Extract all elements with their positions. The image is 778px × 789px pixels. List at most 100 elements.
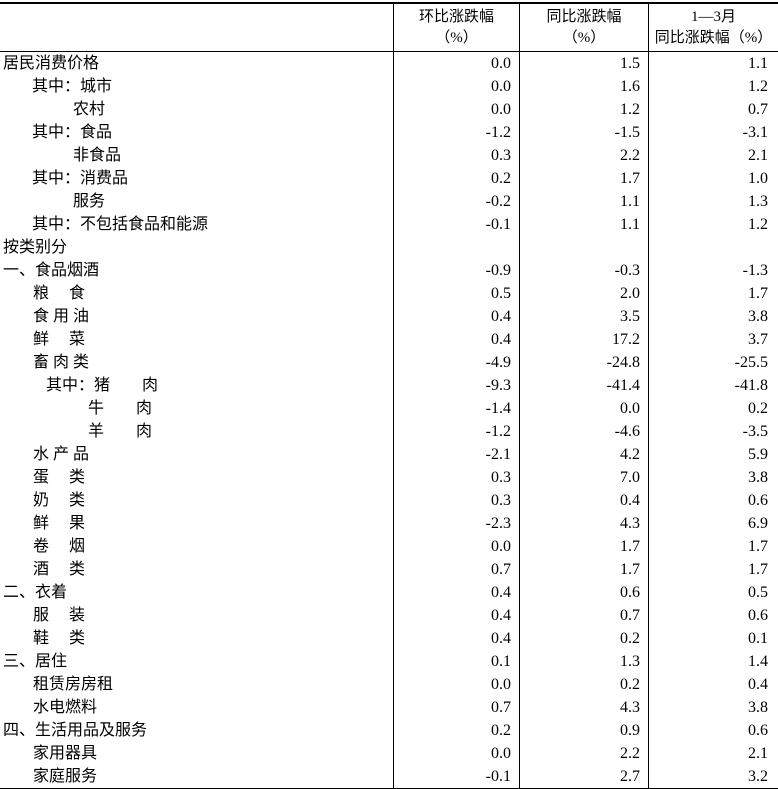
table-row: 非食品 0.3 2.2 2.1 <box>0 144 778 167</box>
table-row: 其中：城市 0.0 1.6 1.2 <box>0 75 778 98</box>
table-row: 四、生活用品及服务 0.2 0.9 0.6 <box>0 719 778 742</box>
mom-value: 0.7 <box>393 696 519 719</box>
column-header-ytd-line1: 1—3月 <box>690 8 736 25</box>
row-label: 服 装 <box>33 607 86 624</box>
ytd-value: 1.7 <box>648 282 778 305</box>
ytd-value: -41.8 <box>648 374 778 397</box>
row-label: 农村 <box>73 101 106 118</box>
row-label: 水电燃料 <box>33 699 98 716</box>
row-label: 居民消费价格 <box>3 55 100 72</box>
yoy-value: 1.1 <box>519 213 648 236</box>
ytd-value: 1.1 <box>648 52 778 75</box>
table-row: 畜 肉 类 -4.9 -24.8 -25.5 <box>0 351 778 374</box>
row-label: 租赁房房租 <box>33 676 114 693</box>
mom-value: 0.4 <box>393 328 519 351</box>
mom-value: -1.4 <box>393 397 519 420</box>
row-label: 四、生活用品及服务 <box>3 722 148 739</box>
table-row: 服务 -0.2 1.1 1.3 <box>0 190 778 213</box>
yoy-value: 1.6 <box>519 75 648 98</box>
row-label: 蛋 类 <box>33 469 86 486</box>
yoy-value: 7.0 <box>519 466 648 489</box>
yoy-value: 0.9 <box>519 719 648 742</box>
ytd-value: 3.7 <box>648 328 778 351</box>
mom-value: 0.4 <box>393 305 519 328</box>
column-header-yoy-change: 同比涨跌幅 （%） <box>519 4 648 51</box>
column-header-yoy-line2: （%） <box>562 29 606 46</box>
mom-value: 0.3 <box>393 489 519 512</box>
table-row: 水电燃料 0.7 4.3 3.8 <box>0 696 778 719</box>
yoy-value: -0.3 <box>519 259 648 282</box>
table-row: 牛 肉 -1.4 0.0 0.2 <box>0 397 778 420</box>
table-row: 居民消费价格 0.0 1.5 1.1 <box>0 52 778 75</box>
mom-value: 0.4 <box>393 627 519 650</box>
mom-value: 0.0 <box>393 75 519 98</box>
mom-value: -0.1 <box>393 213 519 236</box>
mom-value: 0.3 <box>393 144 519 167</box>
ytd-value: 3.8 <box>648 696 778 719</box>
table-row: 租赁房房租 0.0 0.2 0.4 <box>0 673 778 696</box>
table-row: 粮 食 0.5 2.0 1.7 <box>0 282 778 305</box>
table-row: 其中：猪 肉 -9.3 -41.4 -41.8 <box>0 374 778 397</box>
ytd-value: 1.2 <box>648 213 778 236</box>
ytd-value: 0.6 <box>648 604 778 627</box>
yoy-value: 4.3 <box>519 696 648 719</box>
column-header-yoy-line1: 同比涨跌幅 <box>546 8 622 25</box>
row-label: 粮 食 <box>33 285 86 302</box>
table-row: 卷 烟 0.0 1.7 1.7 <box>0 535 778 558</box>
table-body: 居民消费价格 0.0 1.5 1.1 其中：城市 0.0 1.6 1.2 农村 0.0 1.2 0.7… <box>0 52 778 789</box>
table-row: 鞋 类 0.4 0.2 0.1 <box>0 627 778 650</box>
mom-value: 0.5 <box>393 282 519 305</box>
yoy-value: -4.6 <box>519 420 648 443</box>
row-label: 其中：猪 肉 <box>46 377 159 394</box>
yoy-value: 0.2 <box>519 673 648 696</box>
ytd-value: 0.5 <box>648 581 778 604</box>
ytd-value: 0.2 <box>648 397 778 420</box>
yoy-value: 0.0 <box>519 397 648 420</box>
row-label: 其中：不包括食品和能源 <box>32 216 209 233</box>
table-row: 奶 类 0.3 0.4 0.6 <box>0 489 778 512</box>
column-header-mom-line2: （%） <box>435 29 478 46</box>
mom-value: -0.1 <box>393 765 519 788</box>
yoy-value: 2.7 <box>519 765 648 788</box>
yoy-value: 2.2 <box>519 144 648 167</box>
mom-value: -9.3 <box>393 374 519 397</box>
table-row: 酒 类 0.7 1.7 1.7 <box>0 558 778 581</box>
ytd-value: 3.8 <box>648 466 778 489</box>
mom-value: 0.0 <box>393 535 519 558</box>
row-label: 服务 <box>73 193 106 210</box>
row-label: 其中：城市 <box>32 78 113 95</box>
table-row: 二、衣着 0.4 0.6 0.5 <box>0 581 778 604</box>
row-label: 鲜 菜 <box>33 331 86 348</box>
mom-value: -0.9 <box>393 259 519 282</box>
table-row: 其中：不包括食品和能源 -0.1 1.1 1.2 <box>0 213 778 236</box>
table-row: 鲜 果 -2.3 4.3 6.9 <box>0 512 778 535</box>
ytd-value: 6.9 <box>648 512 778 535</box>
yoy-value: 0.4 <box>519 489 648 512</box>
ytd-value: -3.5 <box>648 420 778 443</box>
ytd-value: 0.6 <box>648 719 778 742</box>
table-row: 一、食品烟酒 -0.9 -0.3 -1.3 <box>0 259 778 282</box>
column-header-category <box>0 4 393 51</box>
table-row: 水 产 品 -2.1 4.2 5.9 <box>0 443 778 466</box>
mom-value: 0.7 <box>393 558 519 581</box>
yoy-value: 3.5 <box>519 305 648 328</box>
yoy-value: 1.5 <box>519 52 648 75</box>
yoy-value: 2.2 <box>519 742 648 765</box>
mom-value: -2.1 <box>393 443 519 466</box>
table-row: 其中：食品 -1.2 -1.5 -3.1 <box>0 121 778 144</box>
table-row: 其中：消费品 0.2 1.7 1.0 <box>0 167 778 190</box>
yoy-value: -1.5 <box>519 121 648 144</box>
yoy-value: 1.7 <box>519 558 648 581</box>
mom-value: -0.2 <box>393 190 519 213</box>
ytd-value: 1.2 <box>648 75 778 98</box>
row-label: 畜 肉 类 <box>33 354 90 371</box>
mom-value: 0.0 <box>393 742 519 765</box>
ytd-value: 0.7 <box>648 98 778 121</box>
row-label: 羊 肉 <box>88 423 153 440</box>
ytd-value: 1.4 <box>648 650 778 673</box>
yoy-value: 4.2 <box>519 443 648 466</box>
column-header-ytd-yoy-change: 1—3月 同比涨跌幅（%） <box>648 4 778 51</box>
row-label: 食 用 油 <box>33 308 90 325</box>
table-row: 鲜 菜 0.4 17.2 3.7 <box>0 328 778 351</box>
